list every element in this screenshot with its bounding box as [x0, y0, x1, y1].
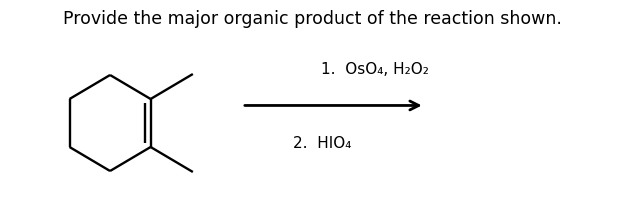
- Text: 1.  OsO₄, H₂O₂: 1. OsO₄, H₂O₂: [321, 62, 429, 77]
- Text: Provide the major organic product of the reaction shown.: Provide the major organic product of the…: [62, 10, 562, 28]
- Text: 2.  HIO₄: 2. HIO₄: [293, 136, 351, 151]
